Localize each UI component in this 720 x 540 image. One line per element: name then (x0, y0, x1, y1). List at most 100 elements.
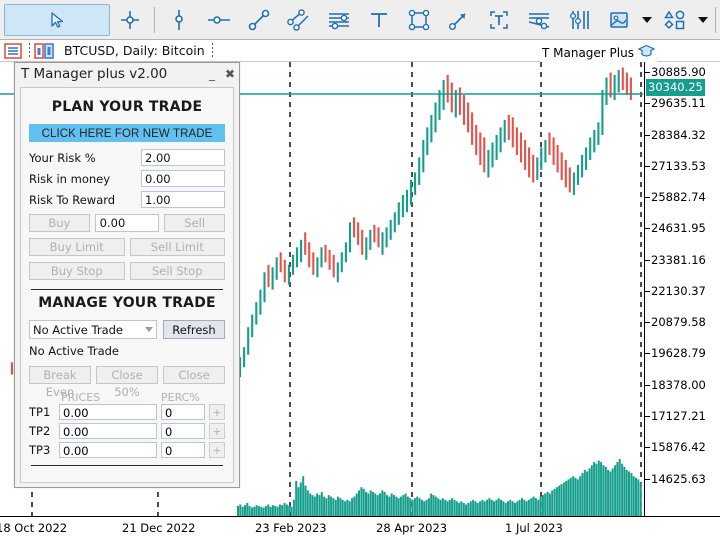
fibonacci-retracement-icon[interactable] (319, 2, 359, 38)
toolbar-divider-end (715, 6, 716, 33)
chart-indicator-label: T Manager Plus (540, 44, 657, 62)
price-tick: 29635.11 (645, 96, 706, 110)
cursor-icon[interactable] (4, 3, 110, 36)
price-tick: 15876.42 (645, 440, 706, 454)
symbol-label: BTCUSD, Daily: Bitcoin (64, 43, 205, 58)
sell-stop-button[interactable]: Sell Stop (129, 262, 225, 280)
dialog-title: T Manager plus v2.00 (21, 66, 168, 82)
price-tick: 19628.79 (645, 346, 706, 360)
active-trade-select[interactable]: No Active Trade (29, 320, 157, 339)
arrow-line-icon[interactable] (439, 2, 479, 38)
tp1-add-icon[interactable]: + (209, 404, 225, 420)
trendline-icon[interactable] (239, 2, 279, 38)
close-icon[interactable]: ✖ (224, 67, 236, 81)
buy-limit-button[interactable]: Buy Limit (29, 238, 125, 256)
symbar-dot-divider-2 (211, 42, 213, 59)
trade-select-row: No Active Trade Refresh (29, 320, 225, 339)
new-trade-button[interactable]: CLICK HERE FOR NEW TRADE (29, 124, 225, 142)
tp3-label: TP3 (29, 443, 51, 457)
price-tick: 24631.95 (645, 221, 706, 235)
text-icon[interactable] (359, 2, 399, 38)
trade-manager-dialog[interactable]: T Manager plus v2.00 _ ✖ PLAN YOUR TRADE… (14, 62, 240, 488)
andrews-pitchfork-icon[interactable] (519, 2, 559, 38)
image-object-icon[interactable] (599, 2, 639, 38)
risk-money-input[interactable]: 0.00 (141, 170, 225, 187)
tp1-perc-input[interactable]: 0 (161, 404, 205, 420)
tp-header-spacer (29, 391, 61, 404)
date-tick: 21 Dec 2022 (122, 521, 196, 535)
close-half-button[interactable]: Close 50% (96, 366, 158, 399)
section-divider (31, 289, 223, 290)
tp-row: TP2 0.00 0 + (29, 423, 225, 439)
sell-button[interactable]: Sell (164, 214, 226, 232)
tp3-add-icon[interactable]: + (209, 442, 225, 458)
tp-row: TP3 0.00 0 + (29, 442, 225, 458)
price-tick: 30885.90 (645, 65, 706, 79)
date-tick: 28 Apr 2023 (376, 521, 448, 535)
shapes-dropdown-caret-icon[interactable] (695, 2, 711, 38)
tp3-perc-input[interactable]: 0 (161, 442, 205, 458)
drawing-toolbar (0, 0, 720, 40)
chart-indicator-text: T Manager Plus (542, 46, 634, 60)
equidistant-channel-icon[interactable] (279, 2, 319, 38)
tp1-label: TP1 (29, 405, 51, 419)
vertical-bars-icon[interactable] (559, 2, 599, 38)
text-label-icon[interactable] (479, 2, 519, 38)
refresh-button[interactable]: Refresh (163, 320, 225, 339)
market-order-row: Buy 0.00 Sell (29, 214, 226, 232)
risk-reward-input[interactable]: 1.00 (141, 191, 225, 208)
risk-money-label: Risk in money (29, 171, 111, 186)
buy-stop-button[interactable]: Buy Stop (29, 262, 125, 280)
stop-order-row: Buy Stop Sell Stop (29, 262, 225, 280)
risk-reward-label: Risk To Reward (29, 192, 116, 207)
date-tick: 1 Jul 2023 (505, 521, 563, 535)
limit-order-row: Buy Limit Sell Limit (29, 238, 225, 256)
vertical-line-icon[interactable] (159, 2, 199, 38)
chevron-down-icon (145, 327, 153, 332)
sell-limit-button[interactable]: Sell Limit (129, 238, 225, 256)
risk-percent-input[interactable]: 2.00 (141, 149, 225, 166)
tp2-perc-input[interactable]: 0 (161, 423, 205, 439)
chart-window-icon[interactable] (34, 42, 54, 59)
data-window-icon[interactable] (4, 42, 22, 59)
dialog-title-bar[interactable]: T Manager plus v2.00 _ ✖ (15, 63, 239, 85)
price-tick: 18378.00 (645, 378, 706, 392)
crosshair-icon[interactable] (110, 2, 150, 38)
tp-divider (31, 465, 223, 466)
tp1-price-input[interactable]: 0.00 (59, 404, 157, 420)
price-scale[interactable]: 30885.90 29635.11 28384.32 27133.53 25882.74… (644, 62, 720, 517)
risk-percent-label: Your Risk % (29, 150, 96, 165)
tp3-price-input[interactable]: 0.00 (59, 442, 157, 458)
tp2-add-icon[interactable]: + (209, 423, 225, 439)
break-even-button[interactable]: Break Even (29, 366, 91, 399)
tp2-price-input[interactable]: 0.00 (59, 423, 157, 439)
tp-table-header: PRICES PERC% (29, 391, 225, 404)
price-tick: 17127.21 (645, 409, 706, 423)
current-price-badge: 30340.25 (646, 79, 705, 96)
price-tick: 14625.63 (645, 472, 706, 486)
toolbar-divider (154, 6, 155, 33)
active-trade-select-value: No Active Trade (33, 322, 124, 337)
price-tick: 22130.37 (645, 284, 706, 298)
buy-button[interactable]: Buy (29, 214, 90, 232)
price-tick: 28384.32 (645, 128, 706, 142)
image-dropdown-caret-icon[interactable] (639, 2, 655, 38)
tp-row: TP1 0.00 0 + (29, 404, 225, 420)
trade-status-text: No Active Trade (29, 344, 120, 358)
risk-reward-row: Risk To Reward 1.00 (29, 191, 225, 208)
tp-prices-header: PRICES (61, 391, 101, 404)
graduation-cap-icon (637, 44, 656, 62)
tp2-label: TP2 (29, 424, 51, 438)
horizontal-line-icon[interactable] (199, 2, 239, 38)
minimize-icon[interactable]: _ (209, 67, 215, 81)
close-button[interactable]: Close (163, 366, 225, 384)
price-tick: 27133.53 (645, 159, 706, 173)
dialog-body: PLAN YOUR TRADE CLICK HERE FOR NEW TRADE… (20, 87, 234, 483)
rectangle-icon[interactable] (399, 2, 439, 38)
time-scale[interactable]: 18 Oct 2022 21 Dec 2022 23 Feb 2023 28 Apr … (0, 516, 720, 540)
lot-size-input[interactable]: 0.00 (94, 214, 160, 232)
tp-perc-header: PERC% (161, 391, 200, 404)
shapes-icon[interactable] (655, 2, 695, 38)
plan-section-title: PLAN YOUR TRADE (51, 99, 203, 115)
